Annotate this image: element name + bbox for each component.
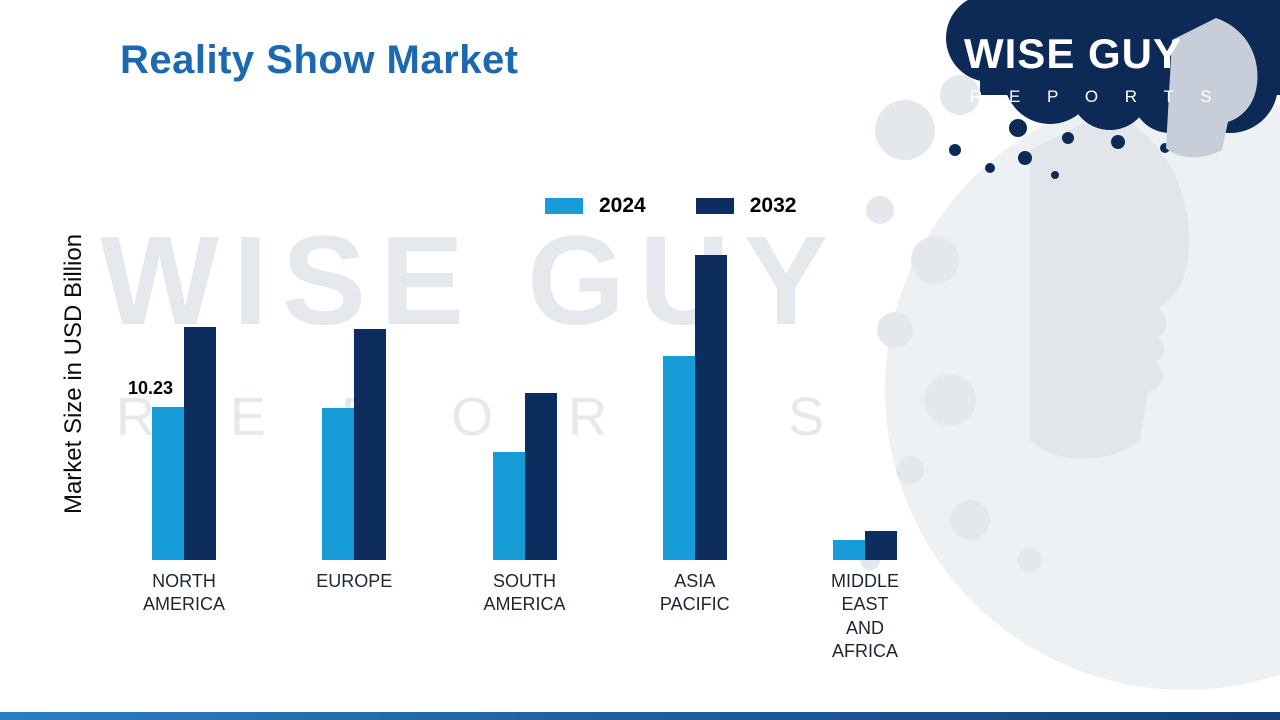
bar-group-middle-east-and-africa: MIDDLE EAST AND AFRICA bbox=[805, 240, 925, 661]
logo-subtext: R E P O R T S bbox=[970, 87, 1223, 106]
category-label-north-america: NORTH AMERICA bbox=[142, 571, 225, 615]
legend-label-2024: 2024 bbox=[599, 194, 646, 217]
logo-wordmark: WISE GUY bbox=[964, 30, 1182, 77]
background-decoration bbox=[860, 75, 1280, 690]
bar-2024-asia-pacific bbox=[662, 356, 695, 560]
wise-guy-reports-logo: WISE GUY R E P O R T S bbox=[946, 0, 1280, 158]
bar-group-north-america: 10.23 NORTH AMERICA bbox=[124, 240, 244, 614]
legend-item-2024: 2024 bbox=[545, 194, 646, 218]
bar-2024-europe bbox=[322, 408, 355, 560]
navy-dots bbox=[949, 144, 1059, 179]
bar-2024-north-america bbox=[152, 407, 184, 560]
bar-2024-south-america bbox=[492, 452, 525, 560]
bubble-dots bbox=[860, 75, 1042, 572]
plot-area: 10.23 NORTH AMERICA EUROPE SOUTH AMERICA ASI… bbox=[124, 240, 925, 661]
legend-label-2032: 2032 bbox=[749, 194, 797, 217]
bottom-accent-bar bbox=[0, 712, 1280, 720]
bar-2024-middle-east-and-africa bbox=[833, 540, 865, 560]
category-label-europe: EUROPE bbox=[316, 571, 393, 591]
face-profile-icon bbox=[1030, 110, 1190, 459]
category-label-south-america: SOUTH AMERICA bbox=[483, 571, 566, 615]
legend-item-2032: 2032 bbox=[695, 194, 797, 218]
bar-group-asia-pacific: ASIA PACIFIC bbox=[635, 240, 755, 614]
bar-pair-middle-east-and-africa bbox=[833, 531, 897, 560]
category-label-middle-east-and-africa: MIDDLE EAST AND AFRICA bbox=[830, 571, 899, 662]
bar-group-south-america: SOUTH AMERICA bbox=[465, 240, 585, 614]
legend-swatch-2024 bbox=[545, 198, 583, 214]
bar-2032-europe bbox=[354, 329, 387, 560]
y-axis-label: Market Size in USD Billion bbox=[60, 233, 87, 515]
bar-pair-asia-pacific bbox=[662, 255, 727, 560]
bar-2032-south-america bbox=[524, 393, 557, 560]
bar-2032-asia-pacific bbox=[694, 255, 727, 560]
bar-2032-middle-east-and-africa bbox=[865, 531, 897, 560]
logo-face-profile-icon bbox=[1166, 18, 1258, 158]
bar-value-label: 10.23 bbox=[128, 378, 174, 398]
bar-pair-europe bbox=[322, 329, 387, 560]
category-label-asia-pacific: ASIA PACIFIC bbox=[659, 571, 730, 615]
legend-swatch-2032 bbox=[695, 198, 734, 214]
bar-pair-south-america bbox=[492, 393, 557, 560]
bar-2032-north-america bbox=[184, 327, 216, 560]
bar-pair-north-america bbox=[152, 327, 216, 560]
legend: 2024 2032 bbox=[545, 194, 796, 218]
bar-group-europe: EUROPE bbox=[294, 240, 414, 591]
page-title: Reality Show Market bbox=[120, 38, 519, 82]
